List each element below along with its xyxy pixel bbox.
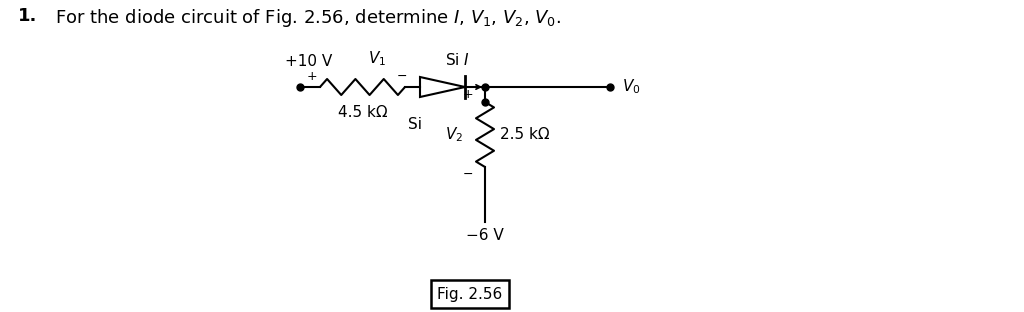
Text: 2.5 kΩ: 2.5 kΩ <box>500 127 550 142</box>
Text: −6 V: −6 V <box>466 228 504 243</box>
Text: $V_1$: $V_1$ <box>369 49 387 68</box>
Text: 4.5 kΩ: 4.5 kΩ <box>338 105 387 120</box>
Text: Fig. 2.56: Fig. 2.56 <box>437 286 503 301</box>
Text: −: − <box>463 168 473 181</box>
Text: Si: Si <box>408 117 422 132</box>
Text: $V_2$: $V_2$ <box>444 125 463 144</box>
Text: −: − <box>396 70 408 83</box>
Text: For the diode circuit of Fig. 2.56, determine $I$, $V_1$, $V_2$, $V_0$.: For the diode circuit of Fig. 2.56, dete… <box>55 7 561 29</box>
Text: +10 V: +10 V <box>285 54 332 69</box>
Text: +: + <box>463 88 473 101</box>
Text: 1.: 1. <box>18 7 37 25</box>
Text: Si $I$: Si $I$ <box>445 52 470 68</box>
Text: +: + <box>307 70 317 83</box>
Text: $V_0$: $V_0$ <box>622 78 641 96</box>
